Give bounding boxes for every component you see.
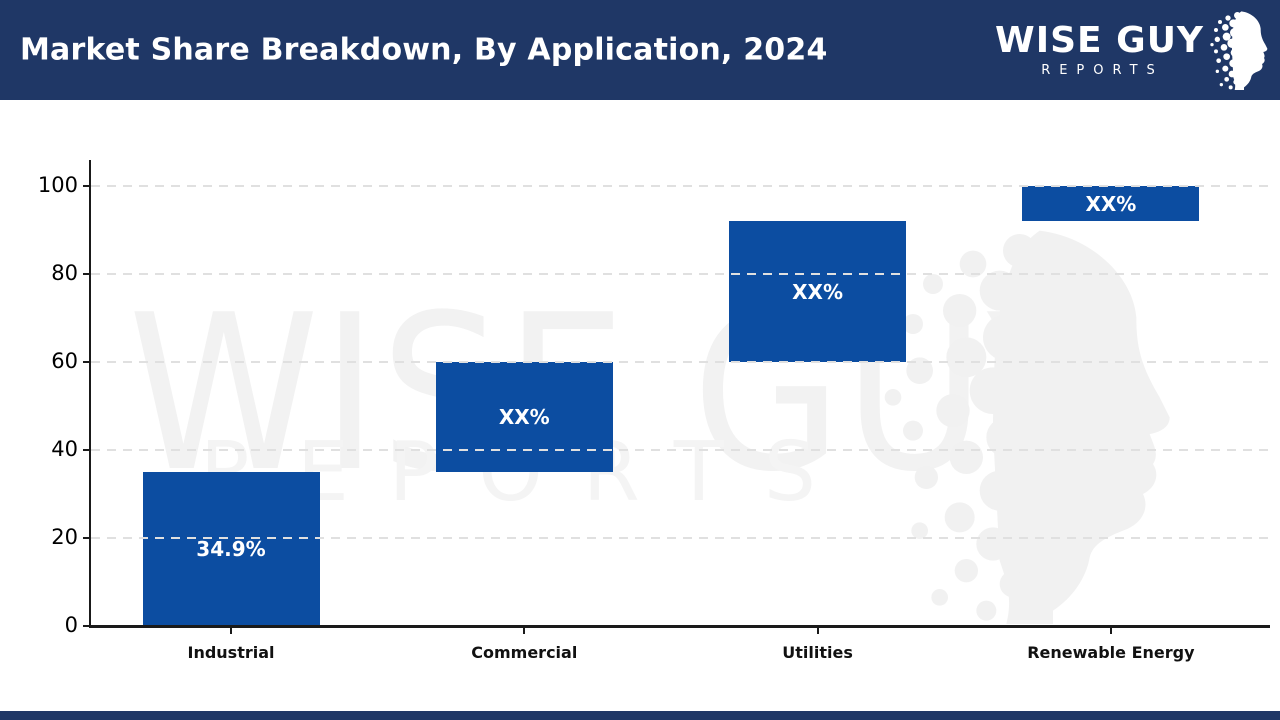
y-tick-label: 40: [51, 437, 78, 461]
x-tick-mark: [230, 628, 232, 634]
footer-bar: [0, 711, 1280, 720]
y-tick-mark: [83, 273, 90, 275]
x-tick-mark: [816, 628, 819, 634]
y-tick-label: 0: [64, 613, 78, 637]
bar-value-label: XX%: [1085, 191, 1137, 216]
y-axis-line: [89, 160, 91, 627]
y-tick-label: 100: [37, 173, 78, 197]
y-tick-label: 60: [51, 349, 78, 373]
bar-renewable-energy: XX%: [1022, 186, 1200, 222]
y-tick-mark: [83, 625, 90, 627]
x-category-label: Commercial: [471, 643, 578, 662]
grid-line: [91, 185, 1270, 187]
y-tick-mark: [83, 449, 90, 451]
grid-line: [91, 273, 1270, 275]
y-tick-mark: [83, 537, 90, 539]
chart-title: Market Share Breakdown, By Application, …: [20, 32, 828, 68]
y-tick-label: 20: [51, 525, 78, 549]
watermark-head-logo-icon: [884, 230, 1170, 624]
grid-line: [91, 361, 1270, 363]
x-tick-mark: [523, 628, 526, 634]
wise-guy-reports-logo: WISE GUY REPORTS: [995, 8, 1268, 92]
x-axis-line: [89, 625, 1270, 628]
bar-utilities: XX%: [729, 221, 907, 362]
x-category-label: Utilities: [782, 643, 853, 662]
logo-reports-text: REPORTS: [1041, 62, 1164, 78]
header-bar: Market Share Breakdown, By Application, …: [0, 0, 1280, 100]
logo-head-icon: [1210, 11, 1268, 90]
watermark-wiseguy-text: WISE GUY: [128, 268, 1108, 519]
grid-line: [91, 537, 1270, 539]
x-category-label: Industrial: [187, 643, 275, 662]
y-tick-mark: [83, 361, 90, 363]
bar-value-label: XX%: [498, 405, 550, 430]
bar-commercial: XX%: [435, 362, 613, 473]
x-category-label: Renewable Energy: [1027, 643, 1195, 662]
bar-industrial: 34.9%: [142, 472, 320, 626]
bar-value-label: 34.9%: [196, 537, 266, 562]
logo-wiseguy-text: WISE GUY: [994, 20, 1204, 62]
bar-value-label: XX%: [792, 279, 844, 304]
x-tick-mark: [1109, 628, 1112, 634]
y-tick-mark: [83, 185, 90, 187]
grid-line: [91, 449, 1270, 451]
y-tick-label: 80: [51, 261, 78, 285]
